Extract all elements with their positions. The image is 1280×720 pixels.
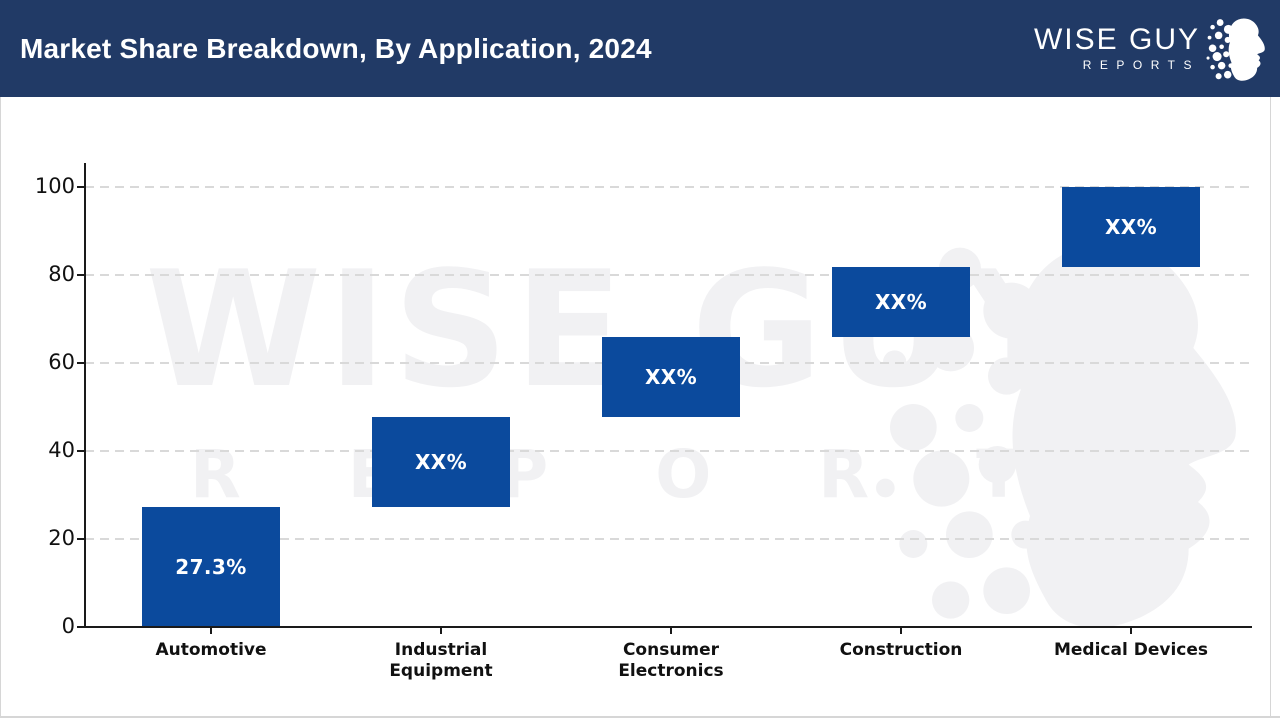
x-category-label: Construction xyxy=(839,640,963,660)
y-tick-mark-80 xyxy=(77,274,85,276)
bar-automotive: 27.3% xyxy=(142,506,280,627)
bar-construction: XX% xyxy=(832,267,970,337)
brand-logo-text: WISE GUY REPORTS xyxy=(1033,23,1200,73)
page-title: Market Share Breakdown, By Application, … xyxy=(20,32,652,64)
x-tick-mark-3 xyxy=(900,627,902,634)
bar-value-label: XX% xyxy=(644,364,698,389)
x-tick-mark-0 xyxy=(210,627,212,634)
y-tick-mark-20 xyxy=(77,538,85,540)
image-border-right xyxy=(1270,97,1271,717)
x-category-label: Medical Devices xyxy=(1053,640,1208,660)
y-tick-label-60: 60 xyxy=(48,350,75,374)
y-tick-label-0: 0 xyxy=(61,614,75,638)
x-category-label: Automotive xyxy=(155,640,267,660)
bar-value-label: XX% xyxy=(874,289,928,314)
bar-industrial-equipment: XX% xyxy=(372,417,510,507)
gridline-20 xyxy=(85,538,1252,540)
y-axis-line xyxy=(84,163,86,628)
bar-value-label: 27.3% xyxy=(175,554,247,579)
bar-value-label: XX% xyxy=(1104,215,1158,240)
brand-subtitle: REPORTS xyxy=(1082,58,1200,72)
x-tick-mark-4 xyxy=(1130,627,1132,634)
y-tick-label-40: 40 xyxy=(48,438,75,462)
x-category-label: Industrial Equipment xyxy=(389,640,493,681)
x-tick-mark-2 xyxy=(670,627,672,634)
brand-face-icon xyxy=(1202,13,1270,85)
plot-area: 0 20 40 60 80 100 27.3% Automotive XX% Industrial… xyxy=(0,97,1280,720)
image-border-bottom xyxy=(0,716,1280,718)
header-bar: Market Share Breakdown, By Application, … xyxy=(0,0,1280,97)
y-tick-mark-0 xyxy=(77,626,85,628)
gridline-80 xyxy=(85,274,1252,276)
y-tick-mark-40 xyxy=(77,450,85,452)
bar-value-label: XX% xyxy=(414,449,468,474)
y-tick-label-20: 20 xyxy=(48,526,75,550)
y-tick-mark-60 xyxy=(77,362,85,364)
bar-medical-devices: XX% xyxy=(1062,187,1200,268)
x-tick-mark-1 xyxy=(440,627,442,634)
image-border-left xyxy=(0,97,1,717)
x-axis-line xyxy=(84,626,1252,628)
brand-name: WISE GUY xyxy=(1033,23,1200,56)
x-category-label: Consumer Electronics xyxy=(618,640,724,681)
gridline-100 xyxy=(85,186,1252,188)
gridline-40 xyxy=(85,450,1252,452)
brand-logo: WISE GUY REPORTS xyxy=(1034,13,1270,85)
y-tick-label-100: 100 xyxy=(34,174,75,198)
bar-consumer-electronics: XX% xyxy=(602,336,740,418)
y-tick-mark-100 xyxy=(77,186,85,188)
y-tick-label-80: 80 xyxy=(48,262,75,286)
